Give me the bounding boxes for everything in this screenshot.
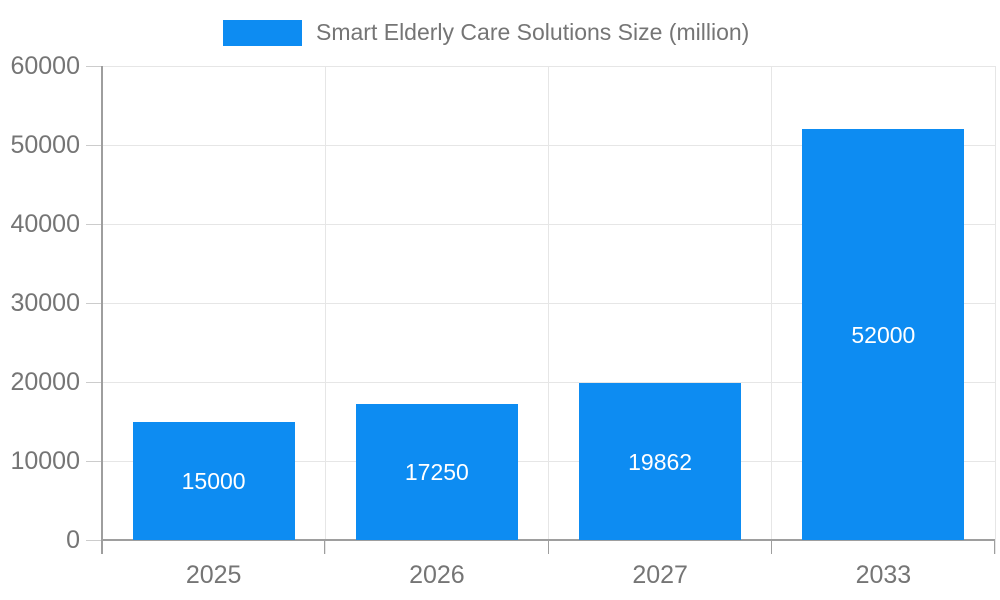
x-axis-label: 2033 xyxy=(855,561,912,589)
y-axis-label: 10000 xyxy=(10,447,80,475)
y-axis-tick xyxy=(86,381,102,383)
gridline-vertical xyxy=(324,66,326,554)
x-axis-tick xyxy=(994,540,995,554)
gridline-vertical xyxy=(771,66,773,554)
x-axis-label: 2026 xyxy=(409,561,465,589)
y-axis-tick xyxy=(86,223,102,225)
y-axis-tick xyxy=(86,65,102,67)
gridline-vertical xyxy=(994,66,996,554)
y-axis-tick xyxy=(86,539,102,541)
y-axis-label: 60000 xyxy=(10,52,80,80)
x-axis-line xyxy=(102,539,995,541)
x-axis-tick xyxy=(770,540,772,554)
bar[interactable] xyxy=(579,383,742,540)
bar[interactable] xyxy=(355,403,518,540)
y-axis-tick xyxy=(86,460,102,462)
y-axis-label: 40000 xyxy=(10,210,80,238)
y-axis-line xyxy=(101,66,103,554)
gridline-vertical xyxy=(548,66,549,554)
y-axis-tick xyxy=(86,144,102,146)
bar[interactable] xyxy=(802,129,965,540)
x-axis-label: 2027 xyxy=(632,561,688,589)
bar-value-label: 19862 xyxy=(628,448,693,475)
y-axis-label: 30000 xyxy=(10,289,80,317)
x-axis-tick xyxy=(547,540,549,554)
bar-value-label: 52000 xyxy=(851,321,916,348)
y-axis-label: 20000 xyxy=(10,368,80,396)
bar-value-label: 17250 xyxy=(404,458,469,485)
bar-value-label: 15000 xyxy=(181,467,246,494)
y-axis-label: 50000 xyxy=(10,131,80,159)
y-axis-label: 0 xyxy=(66,526,80,554)
legend-item[interactable]: Smart Elderly Care Solutions Size (milli… xyxy=(223,19,749,46)
bar[interactable] xyxy=(132,421,295,540)
y-axis-tick xyxy=(86,302,102,304)
x-axis-tick xyxy=(324,540,326,554)
legend-swatch-icon xyxy=(223,19,302,46)
x-axis-label: 2025 xyxy=(185,561,242,589)
legend-label: Smart Elderly Care Solutions Size (milli… xyxy=(316,19,750,45)
